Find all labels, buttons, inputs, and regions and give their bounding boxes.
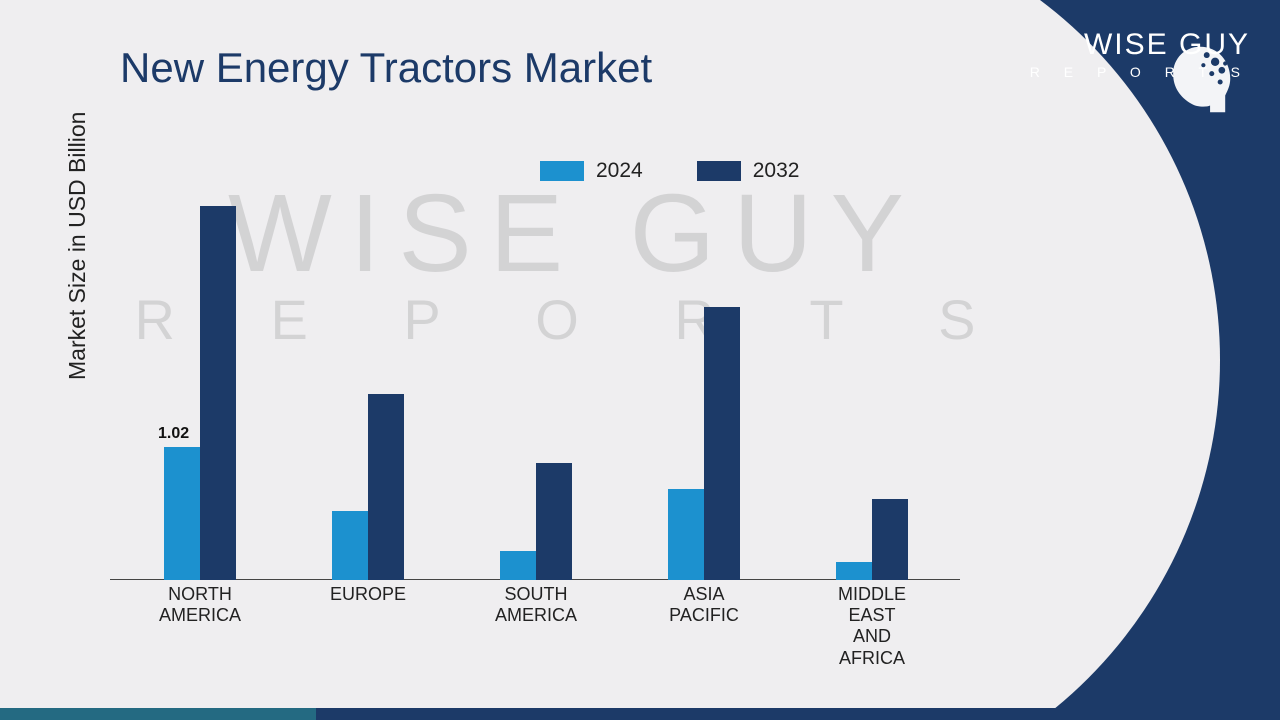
bar-2032: [200, 206, 236, 580]
bar-2024: [668, 489, 704, 580]
legend-label-2024: 2024: [596, 159, 643, 183]
bars: [500, 463, 572, 580]
bars: [836, 499, 908, 580]
x-label: MIDDLEEASTANDAFRICA: [792, 584, 952, 669]
legend-item-2032: 2032: [697, 159, 800, 183]
bar-2024: [332, 511, 368, 580]
bottom-accent: [0, 708, 316, 720]
legend-swatch-2024: [540, 161, 584, 181]
bar-2024: [836, 562, 872, 580]
x-label: ASIAPACIFIC: [624, 584, 784, 626]
legend-item-2024: 2024: [540, 159, 643, 183]
bars: [668, 307, 740, 580]
bar-2032: [872, 499, 908, 580]
plot-area: 1.02: [110, 190, 960, 580]
head-icon: [1158, 40, 1242, 124]
bar-2024: [500, 551, 536, 580]
x-label: NORTHAMERICA: [120, 584, 280, 626]
brand-logo: WISE GUY R E P O R T S: [1030, 28, 1250, 80]
legend-label-2032: 2032: [753, 159, 800, 183]
y-axis-label: Market Size in USD Billion: [64, 112, 91, 380]
bars: [164, 206, 236, 580]
legend-swatch-2032: [697, 161, 741, 181]
bar-2032: [368, 394, 404, 580]
x-label: EUROPE: [288, 584, 448, 605]
bar-2024: [164, 447, 200, 580]
bar-2032: [536, 463, 572, 580]
chart-title: New Energy Tractors Market: [120, 44, 652, 92]
bars: [332, 394, 404, 580]
legend: 2024 2032: [540, 159, 799, 183]
page-root: WISE GUY R E P O R T S New Energy Tracto…: [0, 0, 1280, 720]
x-label: SOUTHAMERICA: [456, 584, 616, 626]
bar-2032: [704, 307, 740, 580]
data-label: 1.02: [158, 425, 189, 443]
